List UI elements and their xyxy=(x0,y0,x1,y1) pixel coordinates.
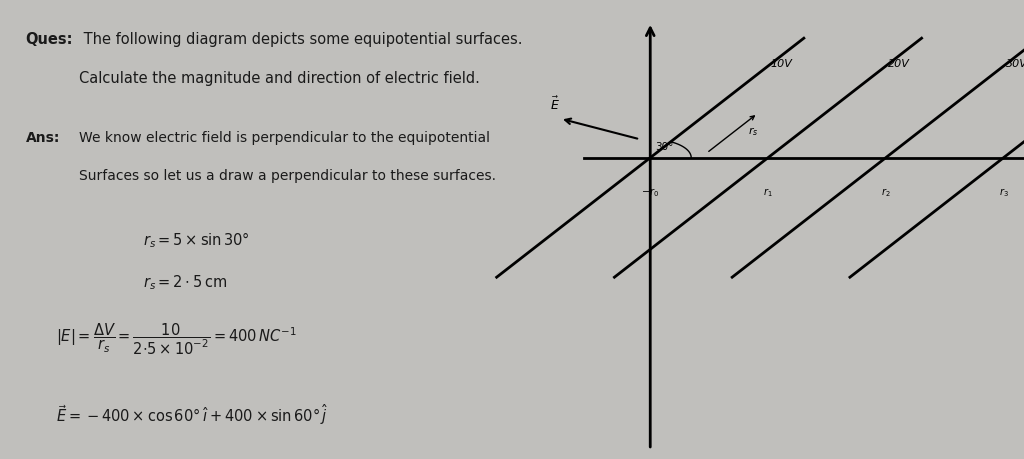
Text: The following diagram depicts some equipotential surfaces.: The following diagram depicts some equip… xyxy=(79,32,522,47)
Text: Ques:: Ques: xyxy=(26,32,73,47)
Text: We know electric field is perpendicular to the equipotential: We know electric field is perpendicular … xyxy=(79,131,489,145)
Text: $-r_0$: $-r_0$ xyxy=(641,186,659,199)
Text: Surfaces so let us a draw a perpendicular to these surfaces.: Surfaces so let us a draw a perpendicula… xyxy=(79,169,496,183)
Text: $r_s = 2 \cdot 5\,\mathrm{cm}$: $r_s = 2 \cdot 5\,\mathrm{cm}$ xyxy=(143,273,227,292)
Text: $r_s = 5 \times \sin 30°$: $r_s = 5 \times \sin 30°$ xyxy=(143,230,250,249)
Text: 20V: 20V xyxy=(889,59,910,69)
Text: 30°: 30° xyxy=(655,141,674,151)
Text: $r_s$: $r_s$ xyxy=(748,125,758,138)
Text: $\vec{E}$: $\vec{E}$ xyxy=(550,95,560,112)
Text: $r_3$: $r_3$ xyxy=(998,186,1009,199)
Text: 30V: 30V xyxy=(1006,59,1024,69)
Text: Ans:: Ans: xyxy=(26,131,60,145)
Text: $r_2$: $r_2$ xyxy=(881,186,891,199)
Text: 10V: 10V xyxy=(771,59,793,69)
Text: Calculate the magnitude and direction of electric field.: Calculate the magnitude and direction of… xyxy=(79,71,479,86)
Text: $r_1$: $r_1$ xyxy=(763,186,773,199)
Text: $\vec{E} = -400 \times \cos 60°\,\hat{\imath} + 400 \times \sin 60°\,\hat{j}$: $\vec{E} = -400 \times \cos 60°\,\hat{\i… xyxy=(56,402,329,426)
Text: $|E| = \dfrac{\Delta V}{r_s} = \dfrac{10}{2{\cdot}5 \times 10^{-2}} = 400\,NC^{-: $|E| = \dfrac{\Delta V}{r_s} = \dfrac{10… xyxy=(56,321,297,357)
